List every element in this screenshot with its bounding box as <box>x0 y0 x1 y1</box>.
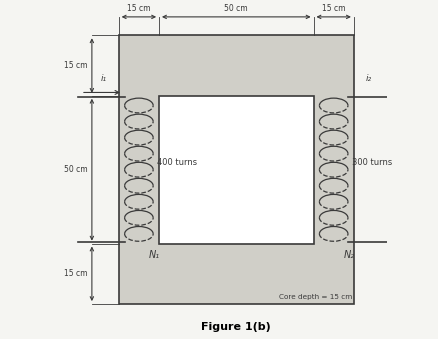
Bar <box>118 244 353 304</box>
Bar <box>118 35 159 304</box>
Text: 15 cm: 15 cm <box>321 4 345 13</box>
Text: Figure 1(b): Figure 1(b) <box>201 322 271 333</box>
Text: Core depth = 15 cm: Core depth = 15 cm <box>278 294 351 300</box>
Text: 50 cm: 50 cm <box>64 165 88 174</box>
Bar <box>118 35 353 304</box>
Text: 400 turns: 400 turns <box>157 158 197 167</box>
Text: i₂: i₂ <box>365 74 371 83</box>
Text: 15 cm: 15 cm <box>64 269 88 278</box>
Text: 50 cm: 50 cm <box>224 4 247 13</box>
Bar <box>159 96 313 244</box>
Text: N₂: N₂ <box>343 250 354 260</box>
Bar <box>313 35 353 304</box>
Text: 15 cm: 15 cm <box>127 4 150 13</box>
Bar <box>159 96 313 244</box>
Text: 15 cm: 15 cm <box>64 61 88 70</box>
Text: 300 turns: 300 turns <box>351 158 392 167</box>
Text: i₁: i₁ <box>100 74 106 83</box>
Bar <box>118 35 353 96</box>
Text: N₁: N₁ <box>148 250 160 260</box>
